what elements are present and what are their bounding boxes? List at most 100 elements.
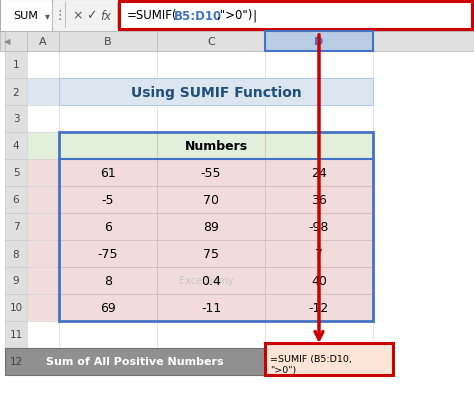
Bar [59,294,157,321]
Bar [5,241,27,267]
Text: SUM: SUM [14,11,38,21]
Bar [157,267,265,294]
Bar [157,294,265,321]
Text: ,">0"): ,">0") [216,10,252,22]
Bar [5,267,27,294]
Text: 10: 10 [9,303,23,313]
Bar [157,133,265,160]
Text: ◀: ◀ [4,37,10,47]
Bar [5,294,27,321]
Bar [0,0,52,32]
Bar [5,186,27,213]
Bar [265,160,373,186]
Bar [119,2,472,30]
Bar [59,213,157,241]
Bar [27,241,59,267]
Text: ⋮: ⋮ [54,10,66,22]
Text: -55: -55 [201,166,221,180]
Bar [65,3,66,29]
Bar [157,79,265,106]
Bar [59,186,157,213]
Bar [27,186,59,213]
Bar [5,348,265,375]
Bar [59,321,157,348]
Bar [27,133,59,160]
Bar [5,160,27,186]
Text: 24: 24 [311,166,327,180]
Bar [27,32,59,52]
Bar [265,106,373,133]
Bar [157,241,265,267]
Bar [27,213,59,241]
Text: -12: -12 [309,301,329,314]
Text: ×: × [73,10,83,22]
Bar [157,52,265,79]
Bar [27,79,59,106]
Text: =SUMIF (B5:D10,: =SUMIF (B5:D10, [270,354,352,363]
Text: 2: 2 [13,87,19,97]
Text: |: | [252,10,256,22]
Text: ExcelDemy: ExcelDemy [179,276,233,286]
Bar [157,160,265,186]
Text: 8: 8 [104,274,112,287]
Bar [265,79,373,106]
Text: Sum of All Positive Numbers: Sum of All Positive Numbers [46,356,224,367]
Text: 7: 7 [315,247,323,260]
Bar [157,213,265,241]
Bar [5,52,27,79]
Bar [265,343,393,375]
Bar [59,241,157,267]
Bar [27,348,59,375]
Text: 6: 6 [13,195,19,205]
Text: 4: 4 [13,141,19,151]
Text: 89: 89 [203,221,219,233]
Text: 3: 3 [13,114,19,124]
Text: ▾: ▾ [45,11,49,21]
Bar [5,106,27,133]
Bar [27,106,59,133]
Text: 40: 40 [311,274,327,287]
Bar [59,79,157,106]
Text: B5:D10: B5:D10 [174,10,222,22]
Text: -5: -5 [102,194,114,207]
Bar [265,213,373,241]
Bar [265,294,373,321]
Bar [5,321,27,348]
Bar [59,106,157,133]
Text: =SUMIF(: =SUMIF( [127,10,177,22]
Text: 11: 11 [9,330,23,340]
Text: 69: 69 [100,301,116,314]
Bar [59,79,373,106]
Text: 5: 5 [13,168,19,178]
Text: A: A [39,37,47,47]
Text: fx: fx [100,10,111,22]
Bar [265,133,373,160]
Text: 75: 75 [203,247,219,260]
Text: ">0"): ">0") [270,365,296,374]
Bar [265,321,373,348]
Text: 61: 61 [100,166,116,180]
Text: -11: -11 [201,301,221,314]
Bar [5,348,27,375]
Bar [27,267,59,294]
Bar [27,294,59,321]
Bar [265,241,373,267]
Bar [5,79,27,106]
Bar [157,186,265,213]
Bar [157,321,265,348]
Bar [265,348,373,375]
Bar [27,321,59,348]
Text: C: C [207,37,215,47]
Bar [59,160,157,186]
Bar [117,3,118,29]
Text: 6: 6 [104,221,112,233]
Bar [59,133,157,160]
Bar [59,32,157,52]
Bar [59,348,157,375]
Bar [157,32,265,52]
Bar [265,32,373,52]
Bar [0,32,474,52]
Bar [5,32,27,52]
Text: 36: 36 [311,194,327,207]
Bar [59,133,373,321]
